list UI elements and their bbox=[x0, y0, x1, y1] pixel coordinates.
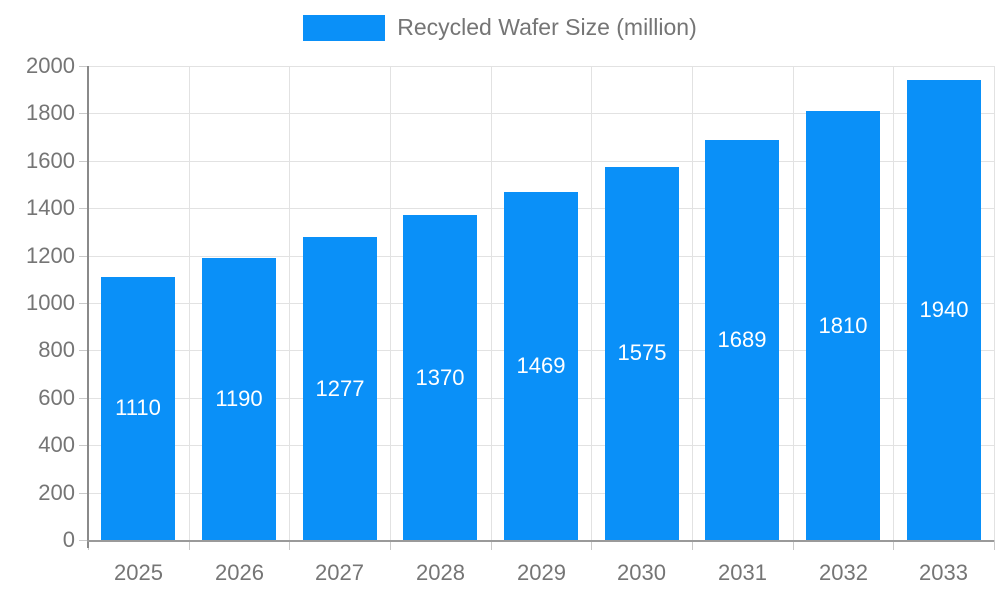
x-axis-label: 2031 bbox=[718, 560, 767, 585]
x-axis-tick bbox=[893, 540, 894, 550]
x-axis-tick bbox=[994, 540, 995, 550]
y-axis-tick bbox=[79, 256, 88, 257]
bar bbox=[101, 277, 175, 540]
y-axis-label: 0 bbox=[62, 527, 75, 552]
legend-label: Recycled Wafer Size (million) bbox=[397, 14, 697, 40]
gridline-vertical bbox=[692, 66, 693, 540]
bar bbox=[605, 167, 679, 540]
y-axis-tick bbox=[79, 113, 88, 114]
bar-value-label: 1370 bbox=[415, 365, 465, 390]
y-axis-tick bbox=[79, 66, 88, 67]
y-axis-tick bbox=[79, 161, 88, 162]
y-axis-tick bbox=[79, 350, 88, 351]
y-axis-label: 2000 bbox=[26, 53, 75, 78]
bar-value-label: 1689 bbox=[717, 327, 767, 352]
y-axis-label: 1600 bbox=[26, 148, 75, 173]
bar-value-label: 1190 bbox=[215, 386, 263, 411]
x-axis-label: 2029 bbox=[517, 560, 566, 585]
x-axis-label: 2032 bbox=[819, 560, 868, 585]
bar-value-label: 1940 bbox=[919, 297, 969, 322]
y-axis-label: 1800 bbox=[26, 100, 75, 125]
chart-legend: Recycled Wafer Size (million) bbox=[0, 14, 1000, 41]
y-axis-tick bbox=[79, 445, 88, 446]
x-axis-tick bbox=[793, 540, 794, 550]
gridline-vertical bbox=[289, 66, 290, 540]
bar bbox=[303, 237, 377, 540]
bar-value-label: 1277 bbox=[315, 376, 365, 401]
y-axis-label: 1000 bbox=[26, 290, 75, 315]
x-axis-label: 2030 bbox=[617, 560, 666, 585]
bar bbox=[202, 258, 276, 540]
gridline-vertical bbox=[189, 66, 190, 540]
bar bbox=[403, 215, 477, 540]
x-axis-tick bbox=[189, 540, 190, 550]
gridline-vertical bbox=[793, 66, 794, 540]
x-axis-line bbox=[87, 540, 994, 542]
gridline-vertical bbox=[893, 66, 894, 540]
gridline-vertical bbox=[994, 66, 995, 540]
bar bbox=[705, 140, 779, 540]
gridline-horizontal bbox=[88, 66, 994, 67]
x-axis-tick bbox=[591, 540, 592, 550]
y-axis-line bbox=[87, 66, 89, 548]
y-axis-label: 800 bbox=[38, 337, 75, 362]
x-axis-label: 2028 bbox=[416, 560, 465, 585]
x-axis-label: 2025 bbox=[114, 560, 163, 585]
x-axis-tick bbox=[289, 540, 290, 550]
y-axis-label: 1400 bbox=[26, 195, 75, 220]
y-axis-tick bbox=[79, 540, 88, 541]
gridline-vertical bbox=[491, 66, 492, 540]
bar bbox=[504, 192, 578, 540]
x-axis-tick bbox=[390, 540, 391, 550]
bar bbox=[907, 80, 981, 540]
y-axis-tick bbox=[79, 398, 88, 399]
bar-value-label: 1575 bbox=[617, 340, 667, 365]
y-axis-label: 1200 bbox=[26, 243, 75, 268]
bar bbox=[806, 111, 880, 540]
legend-swatch-icon bbox=[303, 14, 386, 41]
y-axis-tick bbox=[79, 493, 88, 494]
bar-value-label: 1810 bbox=[818, 313, 868, 338]
y-axis-label: 400 bbox=[38, 432, 75, 457]
gridline-vertical bbox=[591, 66, 592, 540]
y-axis-tick bbox=[79, 208, 88, 209]
y-axis-tick bbox=[79, 303, 88, 304]
bar-value-label: 1469 bbox=[516, 353, 566, 378]
bar-value-label: 1110 bbox=[115, 395, 161, 420]
gridline-horizontal bbox=[88, 113, 994, 114]
y-axis-label: 600 bbox=[38, 385, 75, 410]
x-axis-label: 2026 bbox=[215, 560, 264, 585]
x-axis-tick bbox=[491, 540, 492, 550]
x-axis-label: 2033 bbox=[919, 560, 968, 585]
gridline-horizontal bbox=[88, 161, 994, 162]
x-axis-label: 2027 bbox=[315, 560, 364, 585]
x-axis-tick bbox=[692, 540, 693, 550]
y-axis-label: 200 bbox=[38, 480, 75, 505]
gridline-vertical bbox=[390, 66, 391, 540]
